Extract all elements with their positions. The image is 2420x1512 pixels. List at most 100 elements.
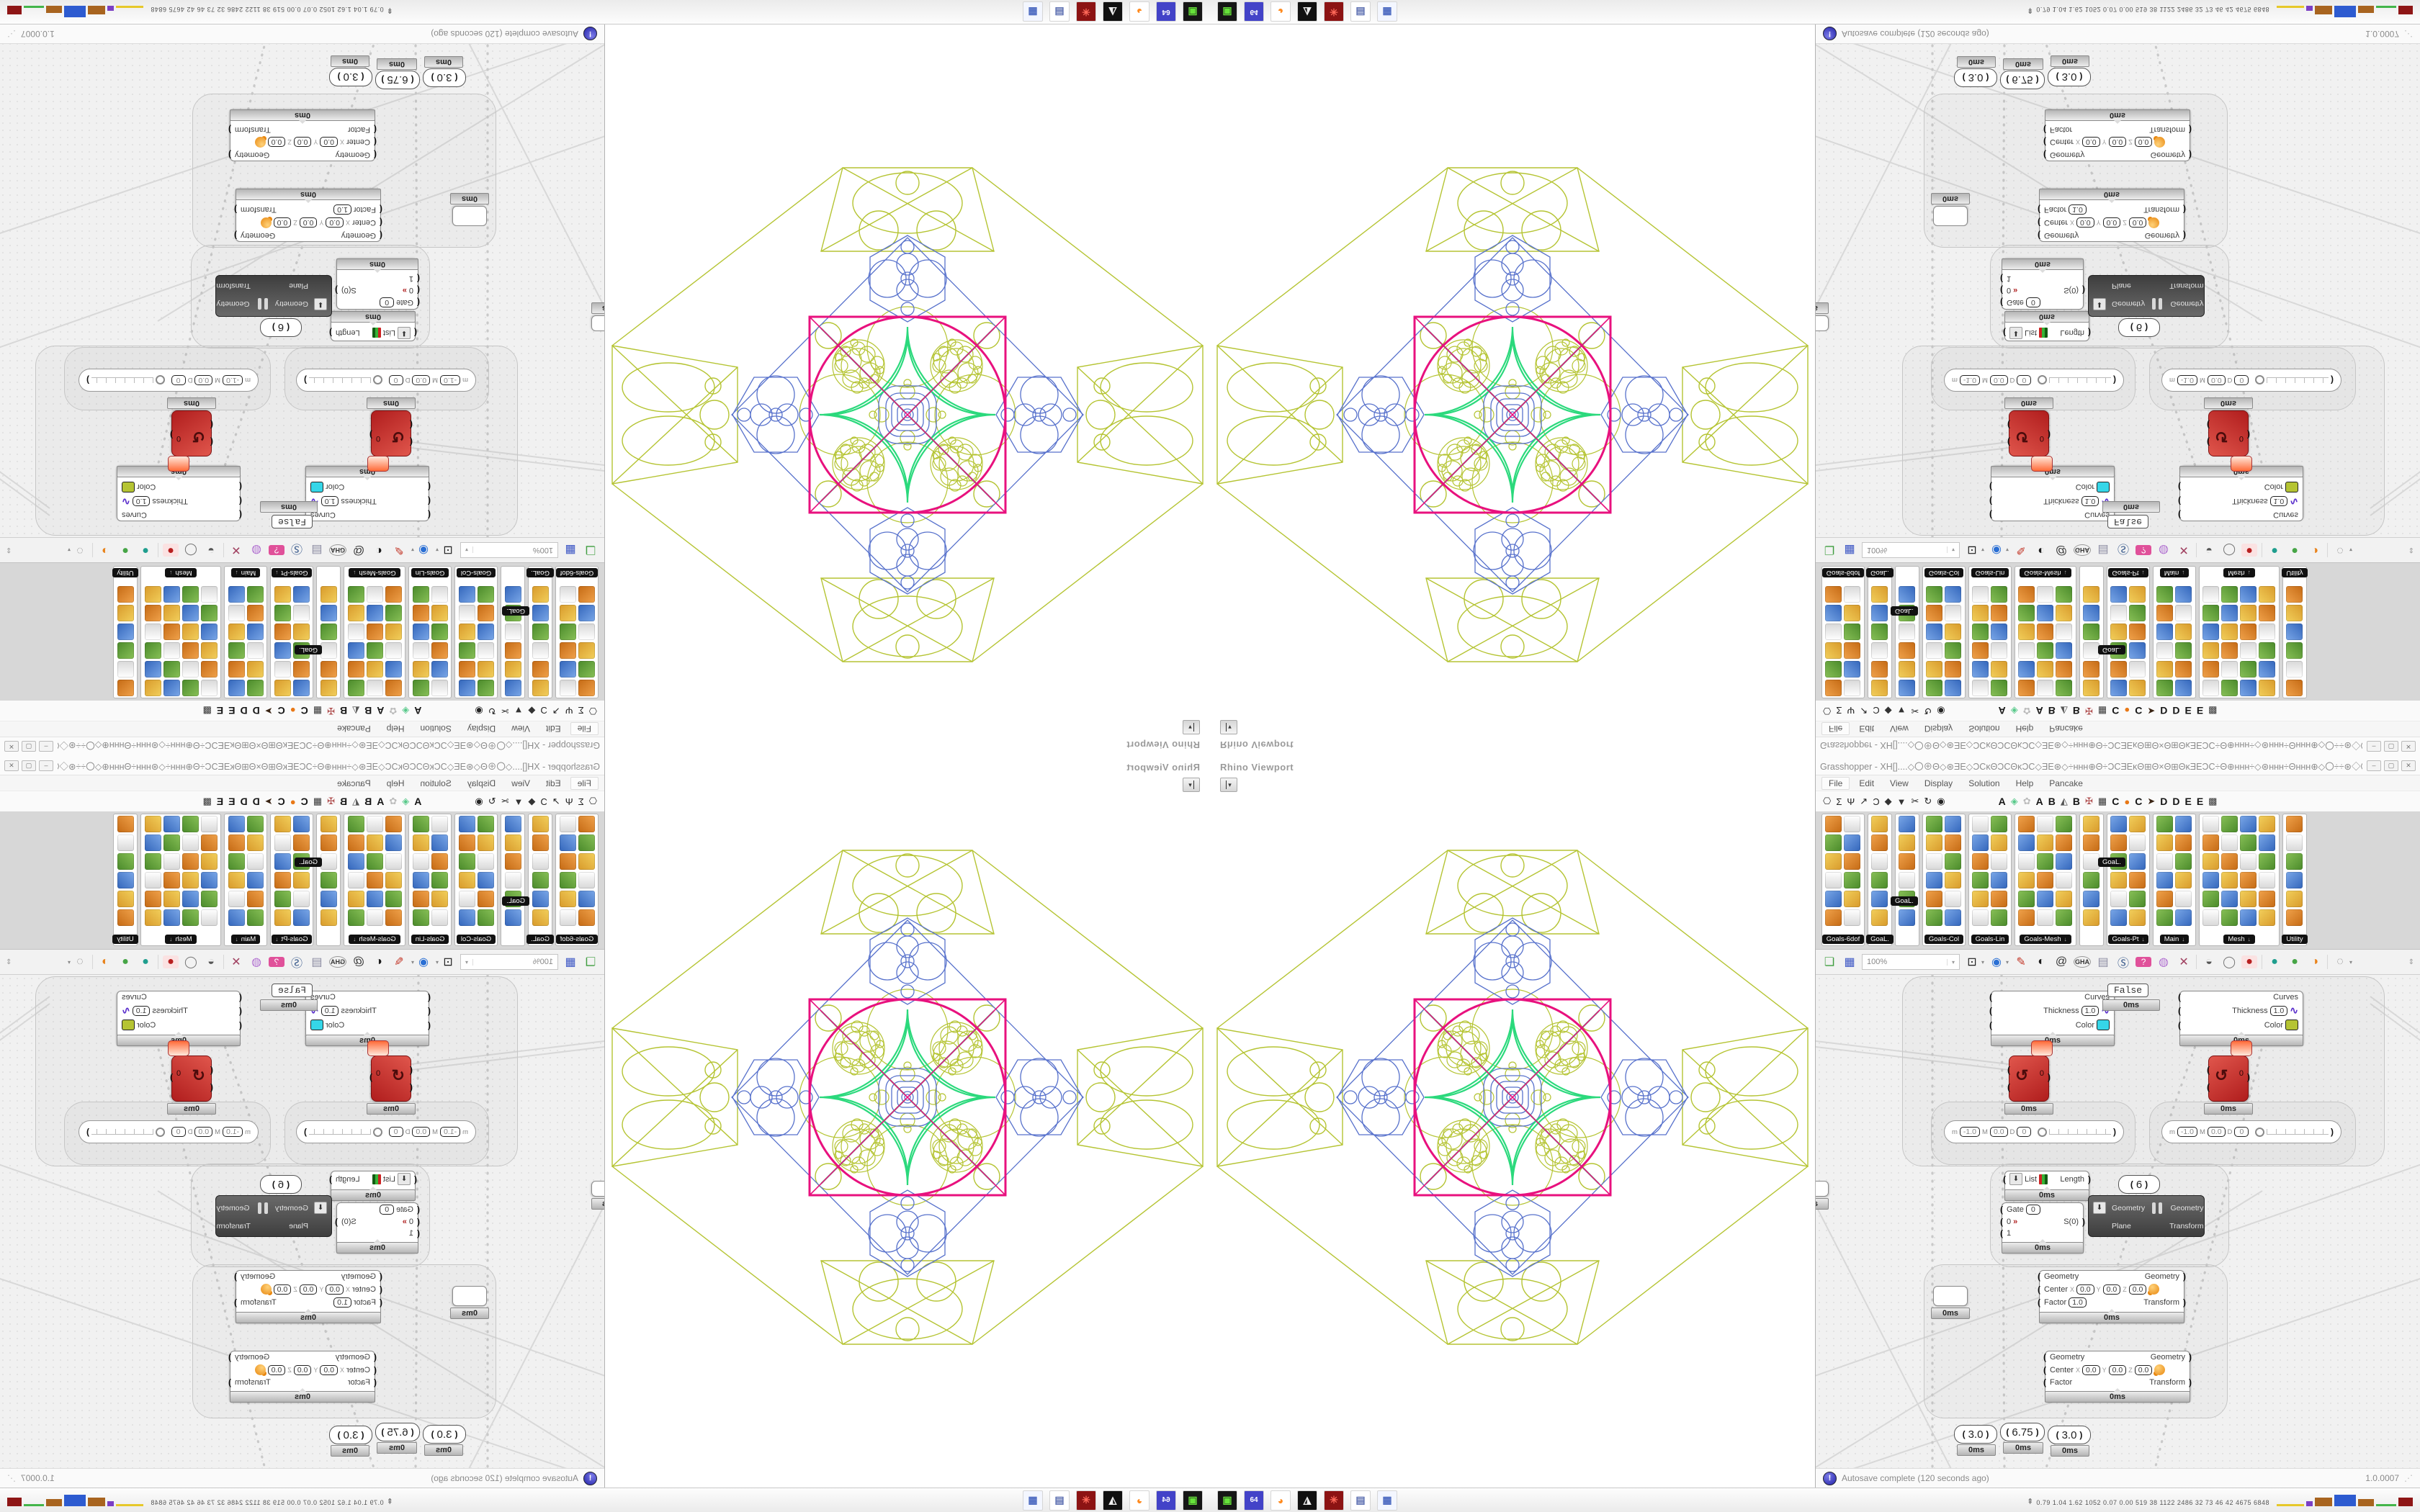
input-port[interactable]: (	[380, 217, 382, 228]
component-icon[interactable]	[2055, 872, 2072, 888]
component-icon[interactable]	[2128, 624, 2146, 640]
input-port[interactable]: (	[2043, 1352, 2046, 1362]
component-icon[interactable]	[478, 605, 495, 621]
component-icon[interactable]	[2202, 891, 2219, 907]
component-icon[interactable]	[2174, 605, 2192, 621]
input-port[interactable]: (	[2000, 297, 2003, 307]
z-value[interactable]: 0.0	[2134, 137, 2153, 148]
component-icon[interactable]	[1925, 853, 1942, 870]
slider-track[interactable]	[309, 377, 371, 383]
component-icon[interactable]	[431, 624, 449, 640]
x-value[interactable]: 0.0	[2076, 1284, 2094, 1295]
render-sphere-button[interactable]: ◐	[2038, 544, 2045, 557]
component-icon[interactable]	[2017, 853, 2035, 870]
z-value[interactable]: 0.0	[267, 137, 286, 148]
slider-max[interactable]: 0.0	[194, 375, 213, 385]
component-icon[interactable]	[532, 586, 550, 603]
menu-item-edit[interactable]: Edit	[1859, 724, 1875, 734]
plugin-tab-c1[interactable]: C	[300, 705, 308, 716]
input-port[interactable]: (	[374, 125, 377, 135]
component-icon[interactable]	[117, 642, 135, 659]
component-icon[interactable]	[293, 909, 310, 926]
error-component[interactable]: ↺ 0 ( ( )	[2207, 410, 2252, 472]
output-port[interactable]: )	[2145, 1179, 2148, 1189]
component-icon[interactable]	[431, 605, 449, 621]
palette-label[interactable]: Mesh↓	[165, 935, 197, 944]
x-value[interactable]: 0.0	[2082, 137, 2100, 148]
component-icon[interactable]	[2110, 816, 2127, 832]
slider-knob[interactable]	[372, 375, 382, 385]
boolean-toggle[interactable]: False	[271, 984, 313, 997]
component-icon[interactable]	[413, 586, 430, 603]
plugin-tab-waffle[interactable]: ▦	[313, 706, 323, 716]
component-icon[interactable]	[1990, 816, 2007, 832]
component-icon[interactable]	[385, 661, 403, 678]
input-port[interactable]: (	[210, 420, 213, 430]
component-icon[interactable]	[1898, 816, 1915, 832]
input-port[interactable]: (	[287, 323, 290, 333]
component-icon[interactable]	[1990, 872, 2007, 888]
input-port[interactable]: (	[374, 1364, 377, 1375]
component-icon[interactable]	[578, 661, 596, 678]
component-icon[interactable]	[2110, 586, 2127, 603]
palette-label-floating[interactable]: GoaL.	[295, 645, 322, 654]
component-icon[interactable]	[2156, 909, 2173, 926]
component-icon[interactable]	[2055, 816, 2072, 832]
save-document-button[interactable]: ▦	[565, 956, 576, 968]
selection-mode-button[interactable]: ◌	[2336, 544, 2344, 557]
bake-teal-button[interactable]: ●	[142, 955, 149, 968]
plugin-tab-a1[interactable]: A	[1998, 796, 2006, 807]
component-icon[interactable]	[2156, 891, 2173, 907]
input-port[interactable]: (	[1962, 73, 1966, 83]
component-icon[interactable]	[532, 605, 550, 621]
component-icon[interactable]	[182, 642, 200, 659]
plugin-tab-d2[interactable]: D	[240, 796, 248, 807]
plugin-tab-c2[interactable]: C	[277, 705, 285, 716]
y-value[interactable]: 0.0	[293, 137, 312, 148]
z-value[interactable]: 0.0	[273, 217, 292, 228]
palette-label[interactable]: Goals-Col	[456, 568, 496, 577]
component-icon[interactable]	[2055, 909, 2072, 926]
chevron-down-icon[interactable]: ▾	[461, 958, 473, 966]
menu-item-file[interactable]: File	[570, 722, 599, 736]
component-icon[interactable]	[247, 680, 264, 696]
zoom-combo[interactable]: 100% ▾	[1862, 954, 1960, 970]
chevron-down-icon[interactable]: ▾	[435, 546, 439, 554]
component-icon[interactable]	[1870, 680, 1888, 696]
thickness-value[interactable]: 1.0	[321, 1005, 339, 1016]
component-icon[interactable]	[201, 624, 218, 640]
component-icon[interactable]	[367, 891, 384, 907]
component-icon[interactable]	[1944, 586, 1961, 603]
component-icon[interactable]	[560, 891, 577, 907]
cluster-red-button[interactable]: ●	[2241, 544, 2258, 557]
input-port[interactable]: (	[1989, 482, 1992, 492]
component-icon[interactable]	[2055, 853, 2072, 870]
input-port[interactable]: (	[2207, 1065, 2210, 1075]
fox-icon[interactable]: ◮	[1297, 1, 1317, 22]
slider-track[interactable]	[91, 377, 153, 383]
component-icon[interactable]	[2082, 642, 2099, 659]
surface-tab[interactable]: ◆	[528, 796, 536, 806]
warning-balloon[interactable]	[2031, 456, 2053, 472]
menu-item-edit[interactable]: Edit	[545, 778, 561, 788]
output-port[interactable]: )	[234, 204, 237, 215]
palette-label[interactable]: Goals-Mesh↓	[349, 935, 400, 944]
component-icon[interactable]	[505, 853, 522, 870]
component-icon[interactable]	[1870, 586, 1888, 603]
component-icon[interactable]	[1824, 853, 1842, 870]
component-icon[interactable]	[247, 586, 264, 603]
component-icon[interactable]	[2174, 816, 2192, 832]
plugin-tab-blob[interactable]: ✿	[389, 796, 398, 806]
component-icon[interactable]	[2082, 661, 2099, 678]
plugin-tab-ellipse[interactable]: ●	[2124, 796, 2130, 807]
x-value[interactable]: 0.0	[326, 217, 344, 228]
output-port[interactable]: )	[234, 230, 237, 240]
menu-item-pancake[interactable]: Pancake	[2049, 778, 2083, 788]
value-panel[interactable]: (6)	[2118, 1175, 2160, 1194]
output-port[interactable]: )	[86, 375, 89, 385]
component-icon[interactable]	[478, 872, 495, 888]
input-port[interactable]: (	[2056, 72, 2059, 82]
x-value[interactable]: 0.0	[2076, 217, 2094, 228]
component-icon[interactable]	[2110, 661, 2127, 678]
palette-label[interactable]: Goals-Lin	[1971, 935, 2009, 944]
